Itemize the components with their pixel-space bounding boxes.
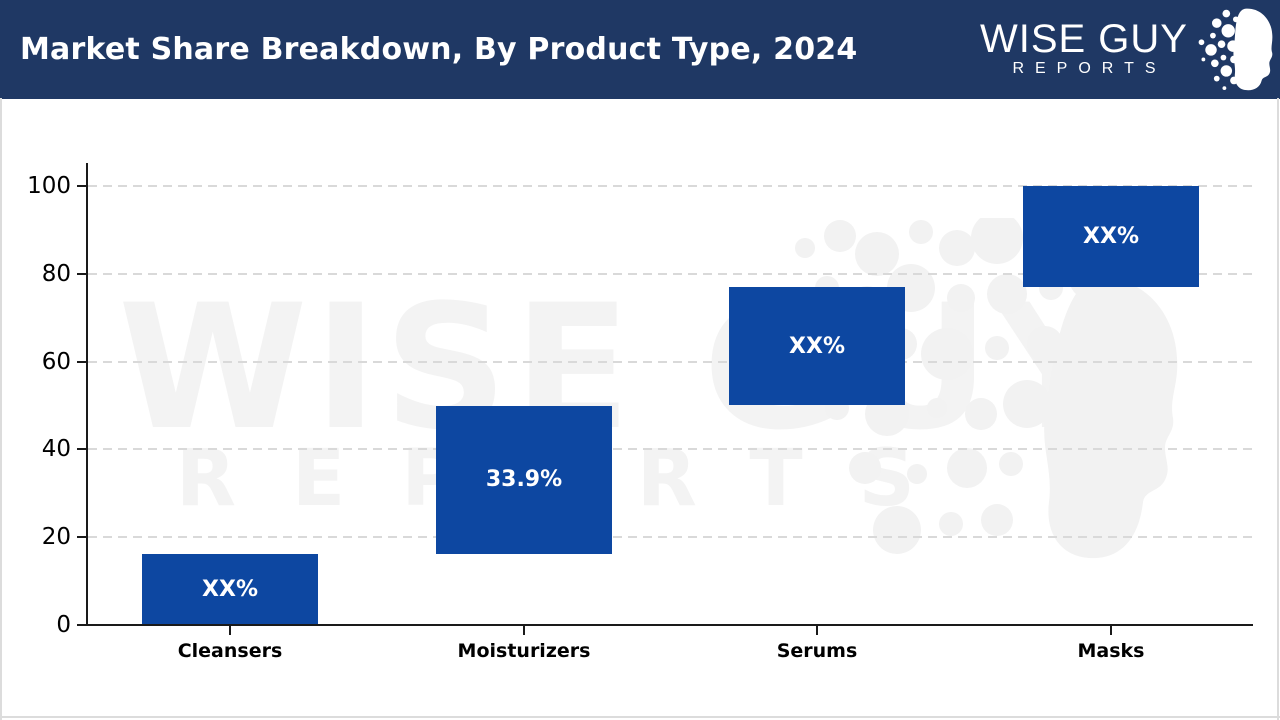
y-tick [77, 624, 86, 626]
y-axis-spine [86, 163, 88, 626]
page-border-left [0, 98, 2, 720]
logo-wordmark: WISE GUY [979, 17, 1188, 62]
x-tick-label: Cleansers [177, 640, 283, 662]
bar: 33.9% [436, 405, 612, 555]
x-tick [816, 626, 818, 635]
y-tick-label: 40 [41, 436, 71, 463]
page-title: Market Share Breakdown, By Product Type,… [20, 32, 858, 67]
y-tick [77, 536, 86, 539]
gridline [88, 185, 1253, 187]
x-tick-label: Masks [1077, 640, 1145, 662]
gridline [88, 272, 1253, 275]
bar-value-label: XX% [789, 333, 845, 359]
x-tick [1110, 626, 1112, 635]
page-border-bottom [0, 716, 1280, 718]
wise-guy-reports-logo: WISE GUY REPORTS [980, 4, 1276, 92]
y-tick-label: 60 [41, 348, 71, 375]
bar-value-label: 33.9% [485, 467, 563, 493]
logo-subtext: REPORTS [1012, 60, 1167, 78]
y-tick [77, 360, 86, 363]
bar: XX% [729, 286, 905, 406]
y-tick [77, 272, 86, 275]
y-tick-label: 0 [56, 612, 71, 638]
x-tick-label: Serums [776, 640, 858, 662]
y-tick [77, 185, 86, 187]
bar-value-label: XX% [202, 577, 258, 603]
x-axis-spine [86, 624, 1253, 626]
y-tick-label: 20 [41, 524, 71, 551]
gridline [88, 448, 1253, 451]
bar: XX% [142, 554, 318, 625]
logo-text: WISE GUY REPORTS [980, 18, 1188, 78]
gridline [88, 536, 1253, 539]
page-border-right [1277, 98, 1279, 720]
x-tick-label: Moisturizers [457, 640, 591, 662]
x-tick [523, 626, 525, 635]
header-bar: Market Share Breakdown, By Product Type,… [0, 0, 1280, 99]
y-tick [77, 448, 86, 451]
bar: XX% [1023, 186, 1199, 287]
logo-head-icon [1198, 8, 1273, 91]
gridline [88, 360, 1253, 363]
y-tick-label: 80 [41, 260, 71, 287]
y-tick-label: 100 [27, 173, 71, 199]
bar-value-label: XX% [1083, 223, 1139, 249]
x-tick [229, 626, 231, 635]
